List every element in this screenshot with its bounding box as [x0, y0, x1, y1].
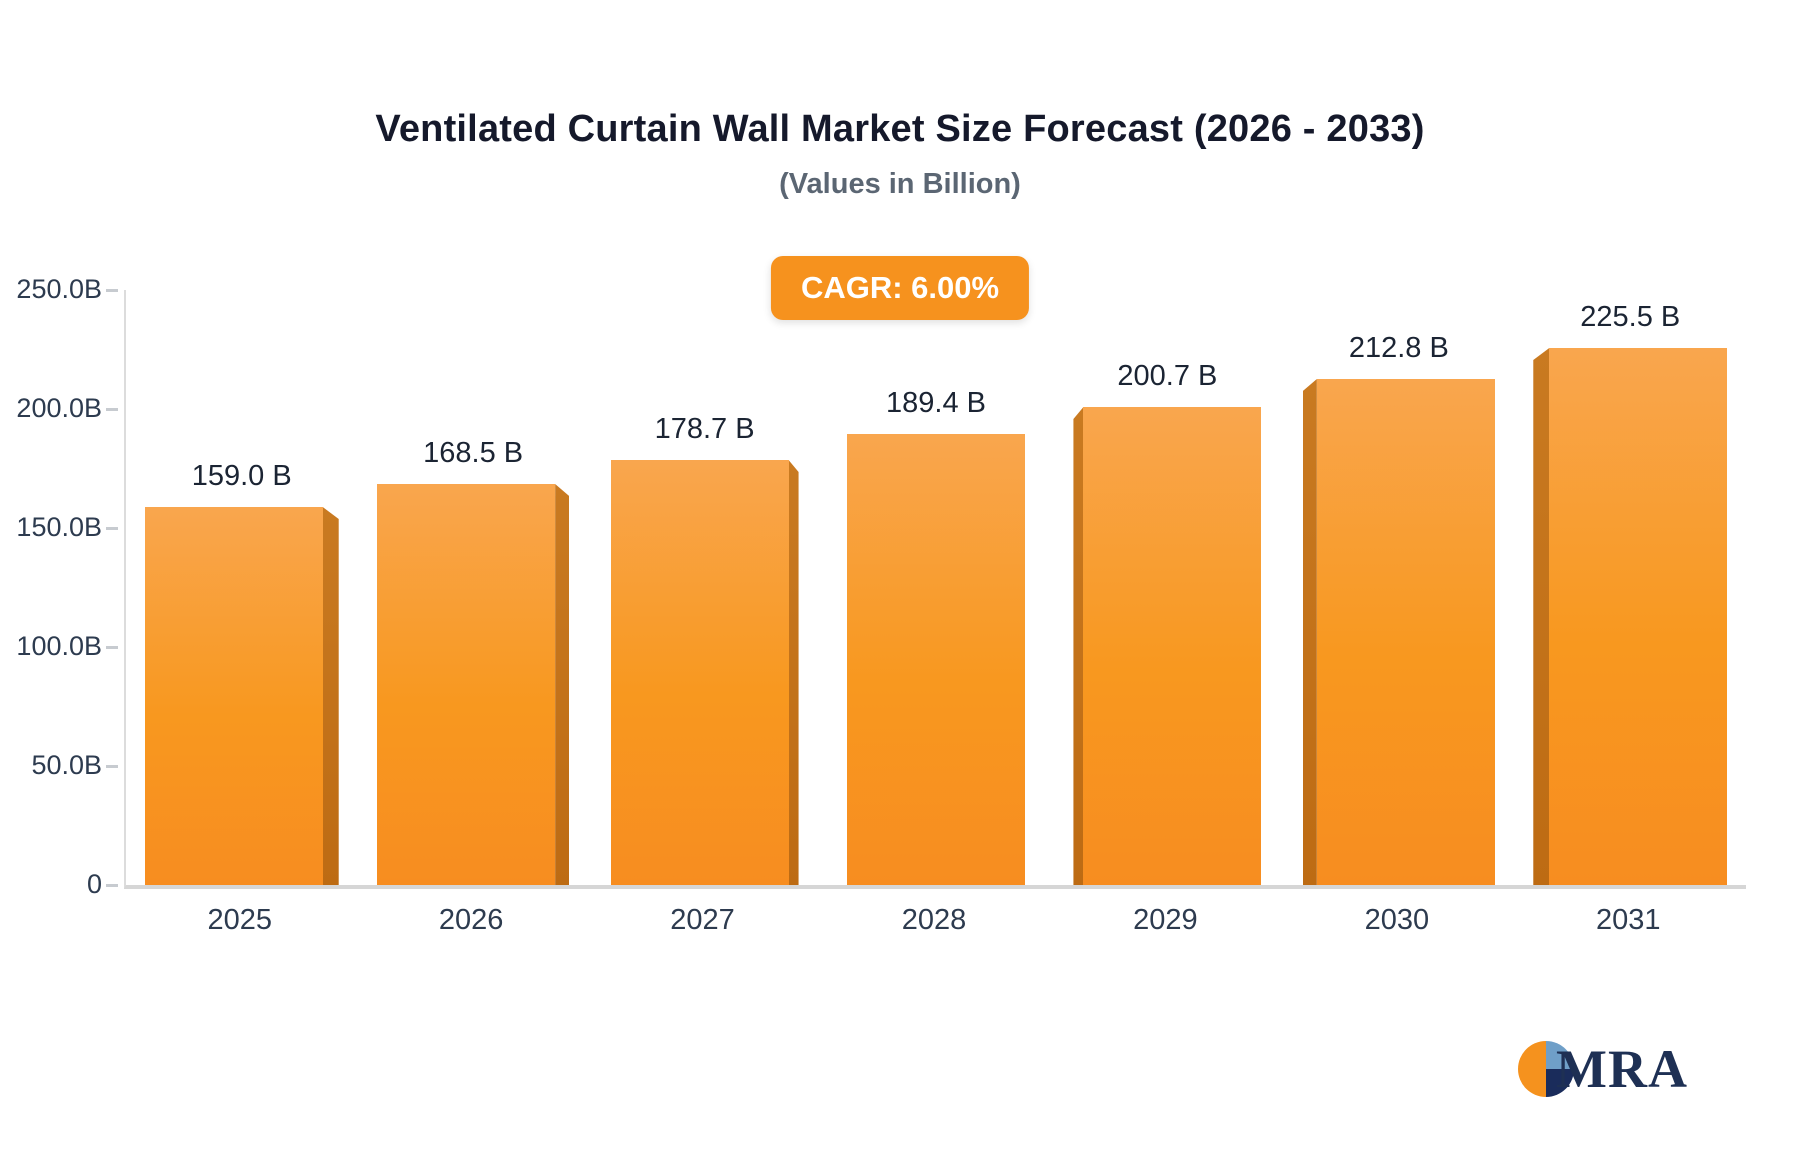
bar-front-face — [610, 460, 789, 885]
plot-area: 159.0 B 168.5 B 178.7 B 189.4 B 200.7 B 212.8… — [124, 290, 1746, 889]
y-axis-tick-mark — [106, 408, 118, 411]
chart-subtitle: (Values in Billion) — [779, 168, 1021, 200]
bar-side-face — [1302, 379, 1317, 885]
y-axis-tick-mark — [106, 289, 118, 292]
bar — [1302, 379, 1495, 885]
bar-front-face — [377, 484, 556, 885]
y-axis-tick-mark — [106, 884, 118, 887]
chart-title: Ventilated Curtain Wall Market Size Fore… — [375, 108, 1425, 150]
x-axis-label: 2031 — [1596, 904, 1661, 936]
x-axis-label: 2029 — [1133, 904, 1198, 936]
x-axis-label: 2026 — [438, 904, 504, 936]
y-axis-tick-label: 100.0B — [16, 631, 102, 661]
bar-front-face — [144, 507, 323, 885]
x-axis: 2025 2026 2027 2028 2029 2030 2031 — [124, 904, 1744, 944]
y-axis-tick-mark — [106, 765, 118, 768]
y-axis-tick-label: 200.0B — [16, 393, 102, 423]
y-axis-tick-label: 150.0B — [16, 512, 102, 542]
bar — [144, 507, 339, 885]
cagr-badge: CAGR: 6.00% — [770, 256, 1030, 320]
bar-value-label: 168.5 B — [423, 437, 524, 469]
bar — [1073, 407, 1262, 885]
bar-side-face — [1533, 348, 1550, 885]
bar-front-face — [847, 434, 1025, 885]
bar — [610, 460, 799, 885]
bar-value-label: 178.7 B — [654, 413, 755, 445]
bar-value-label: 225.5 B — [1580, 301, 1681, 333]
bar-side-face — [555, 484, 570, 885]
bar-front-face — [1316, 379, 1495, 885]
bar-value-label: 159.0 B — [191, 460, 292, 492]
bar-value-label: 212.8 B — [1348, 332, 1449, 364]
x-axis-label: 2028 — [901, 904, 967, 936]
bar-value-label: 200.7 B — [1117, 360, 1218, 392]
y-axis-tick-label: 50.0B — [31, 750, 102, 780]
bar-side-face — [1073, 407, 1084, 885]
bar-value-label: 189.4 B — [886, 387, 986, 419]
logo-text: MRA — [1556, 1039, 1688, 1099]
y-axis-tick-mark — [106, 527, 118, 530]
x-axis-label: 2030 — [1364, 904, 1430, 936]
y-axis-tick-mark — [106, 646, 118, 649]
bar-side-face — [788, 460, 799, 885]
bar — [1533, 348, 1728, 885]
y-axis: 0 50.0B 100.0B 150.0B 200.0B 250.0B — [0, 274, 124, 899]
logo-pie-icon — [1518, 1041, 1574, 1097]
bar-side-face — [322, 507, 339, 885]
x-axis-label: 2027 — [670, 904, 735, 936]
bar-front-face — [1083, 407, 1262, 885]
y-axis-tick-label: 250.0B — [16, 274, 102, 304]
bar-front-face — [1549, 348, 1728, 885]
y-axis-tick-label: 0 — [86, 869, 102, 899]
x-axis-label: 2025 — [207, 904, 272, 936]
logo: MRA — [1518, 1038, 1688, 1100]
bar — [377, 484, 570, 885]
bar — [847, 434, 1025, 885]
